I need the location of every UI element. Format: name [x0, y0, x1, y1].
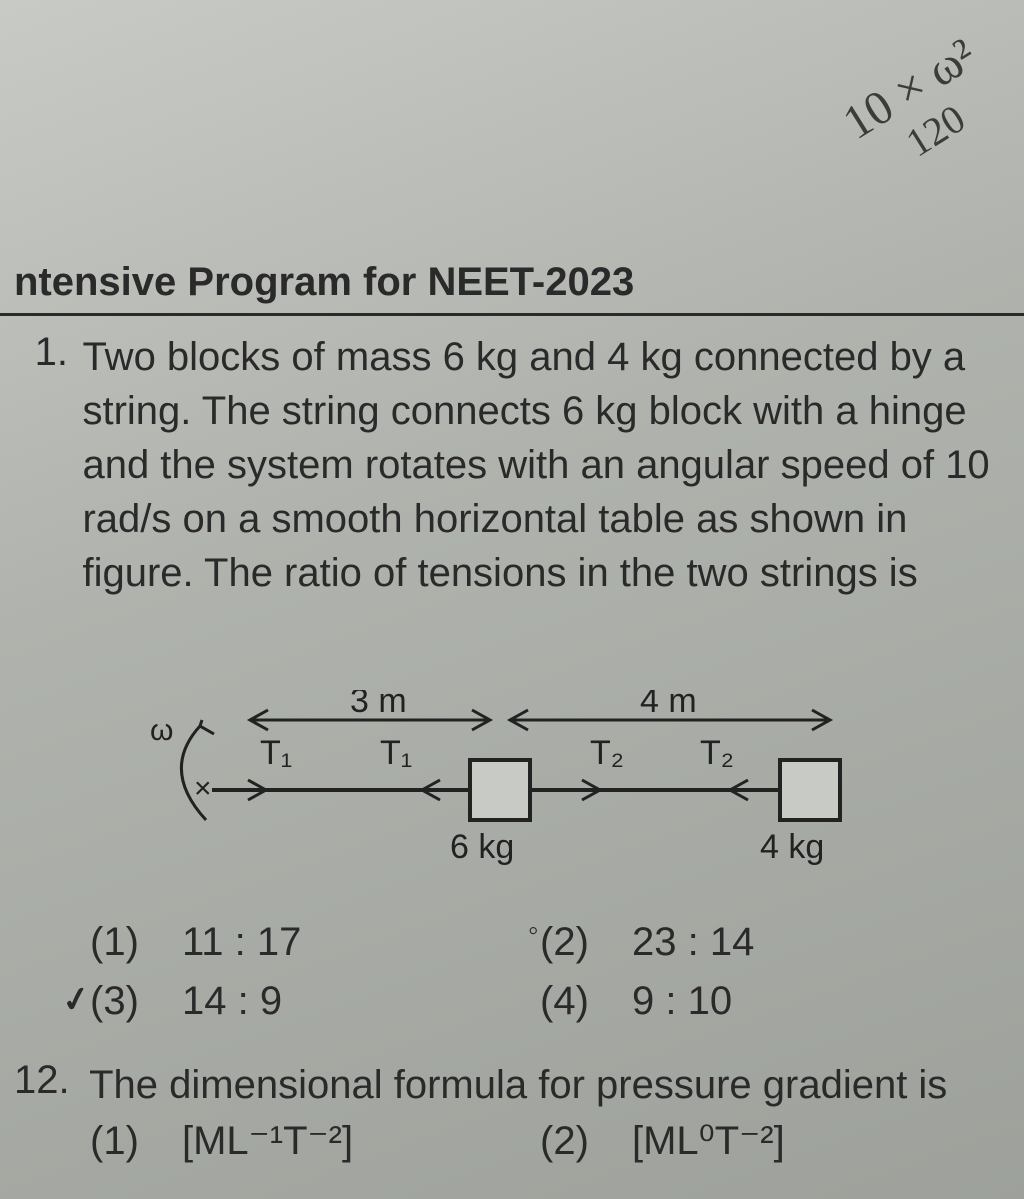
small-circle-icon: ◦ — [528, 914, 539, 948]
q12-opt2-text: [ML⁰T⁻²] — [632, 1118, 785, 1164]
opt1-label: (1) — [90, 920, 168, 965]
q1-option-3[interactable]: (3) 14 : 9 — [90, 979, 540, 1024]
opt3-text: 14 : 9 — [182, 979, 282, 1024]
q12-text: The dimensional formula for pressure gra… — [89, 1058, 1009, 1112]
seg1-label: 3 m — [350, 690, 407, 720]
opt2-label: (2) — [540, 920, 618, 965]
opt2-text: 23 : 14 — [632, 920, 754, 965]
q1-diagram: 3 m 4 m ω × T₁ T₁ 6 kg T₂ — [140, 690, 900, 900]
q12-number: 12. — [14, 1058, 78, 1103]
q1-options: ✓ ◦ (1) 11 : 17 (2) 23 : 14 (3) 14 : 9 (… — [90, 920, 990, 1038]
block2-label: 4 kg — [760, 828, 824, 866]
page: 10 × ω² 120 ntensive Program for NEET-20… — [0, 0, 1024, 1199]
q12-opt1-label: (1) — [90, 1119, 168, 1164]
opt1-text: 11 : 17 — [182, 920, 301, 965]
omega-label: ω — [150, 714, 173, 747]
q12-options: (1) [ML⁻¹T⁻²] (2) [ML⁰T⁻²] — [90, 1118, 990, 1164]
question-12: 12. The dimensional formula for pressure… — [14, 1058, 1010, 1112]
T1-right: T₁ — [380, 734, 412, 772]
q12-option-1[interactable]: (1) [ML⁻¹T⁻²] — [90, 1118, 540, 1164]
q1-option-2[interactable]: (2) 23 : 14 — [540, 920, 990, 965]
q12-opt1-text: [ML⁻¹T⁻²] — [182, 1118, 353, 1164]
program-header: ntensive Program for NEET-2023 — [0, 260, 1024, 316]
q1-option-4[interactable]: (4) 9 : 10 — [540, 979, 990, 1024]
block-4kg — [780, 760, 840, 820]
diagram-svg: 3 m 4 m ω × T₁ T₁ 6 kg T₂ — [140, 690, 900, 900]
q12-option-2[interactable]: (2) [ML⁰T⁻²] — [540, 1118, 990, 1164]
block-6kg — [470, 760, 530, 820]
T1-left: T₁ — [260, 734, 292, 772]
opt4-text: 9 : 10 — [632, 979, 732, 1024]
handwritten-note: 10 × ω² 120 — [834, 29, 1008, 188]
opt4-label: (4) — [540, 979, 618, 1024]
T2-left: T₂ — [590, 734, 624, 772]
hinge-mark: × — [194, 772, 212, 805]
q1-option-1[interactable]: (1) 11 : 17 — [90, 920, 540, 965]
check-mark-icon: ✓ — [59, 978, 94, 1022]
seg2-label: 4 m — [640, 690, 697, 720]
q1-number: 1. — [14, 330, 78, 375]
opt3-label: (3) — [90, 979, 168, 1024]
q1-text: Two blocks of mass 6 kg and 4 kg connect… — [82, 330, 1002, 600]
T2-right: T₂ — [700, 734, 734, 772]
block1-label: 6 kg — [450, 828, 514, 866]
question-1: 1. Two blocks of mass 6 kg and 4 kg conn… — [14, 330, 1010, 600]
q12-opt2-label: (2) — [540, 1119, 618, 1164]
